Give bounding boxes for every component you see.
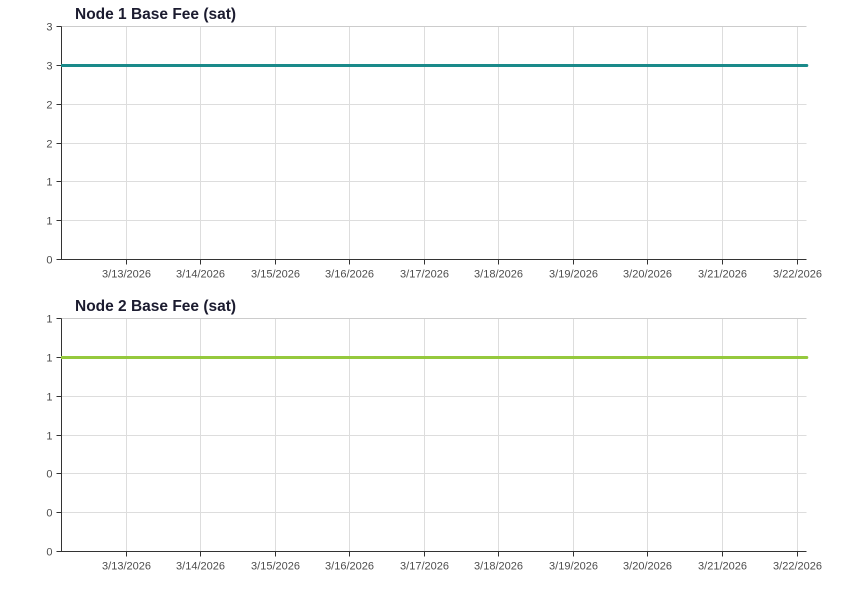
svg-text:1: 1 bbox=[46, 391, 52, 403]
svg-text:3/22/2026: 3/22/2026 bbox=[773, 269, 822, 281]
svg-text:2: 2 bbox=[46, 139, 52, 151]
svg-text:3/13/2026: 3/13/2026 bbox=[102, 269, 151, 281]
svg-text:3/19/2026: 3/19/2026 bbox=[549, 560, 598, 572]
svg-text:2: 2 bbox=[46, 100, 52, 112]
svg-text:1: 1 bbox=[46, 352, 52, 364]
svg-text:3: 3 bbox=[46, 61, 52, 73]
svg-text:3/14/2026: 3/14/2026 bbox=[176, 560, 225, 572]
svg-text:1: 1 bbox=[46, 430, 52, 442]
svg-text:3: 3 bbox=[46, 22, 52, 34]
svg-text:3/22/2026: 3/22/2026 bbox=[773, 560, 822, 572]
svg-text:3/15/2026: 3/15/2026 bbox=[251, 269, 300, 281]
svg-text:3/16/2026: 3/16/2026 bbox=[325, 560, 374, 572]
svg-text:3/13/2026: 3/13/2026 bbox=[102, 560, 151, 572]
svg-text:3/21/2026: 3/21/2026 bbox=[698, 269, 747, 281]
svg-text:0: 0 bbox=[46, 255, 52, 267]
svg-text:0: 0 bbox=[46, 507, 52, 519]
svg-text:3/17/2026: 3/17/2026 bbox=[400, 560, 449, 572]
svg-text:3/15/2026: 3/15/2026 bbox=[251, 560, 300, 572]
svg-text:3/16/2026: 3/16/2026 bbox=[325, 269, 374, 281]
svg-text:3/18/2026: 3/18/2026 bbox=[474, 560, 523, 572]
svg-text:3/18/2026: 3/18/2026 bbox=[474, 269, 523, 281]
svg-text:3/20/2026: 3/20/2026 bbox=[623, 269, 672, 281]
svg-text:1: 1 bbox=[46, 177, 52, 189]
svg-text:1: 1 bbox=[46, 216, 52, 228]
svg-text:3/19/2026: 3/19/2026 bbox=[549, 269, 598, 281]
svg-text:3/20/2026: 3/20/2026 bbox=[623, 560, 672, 572]
svg-text:1: 1 bbox=[46, 313, 52, 325]
svg-text:0: 0 bbox=[46, 546, 52, 558]
svg-text:3/21/2026: 3/21/2026 bbox=[698, 560, 747, 572]
svg-text:3/17/2026: 3/17/2026 bbox=[400, 269, 449, 281]
svg-text:3/14/2026: 3/14/2026 bbox=[176, 269, 225, 281]
svg-text:0: 0 bbox=[46, 468, 52, 480]
